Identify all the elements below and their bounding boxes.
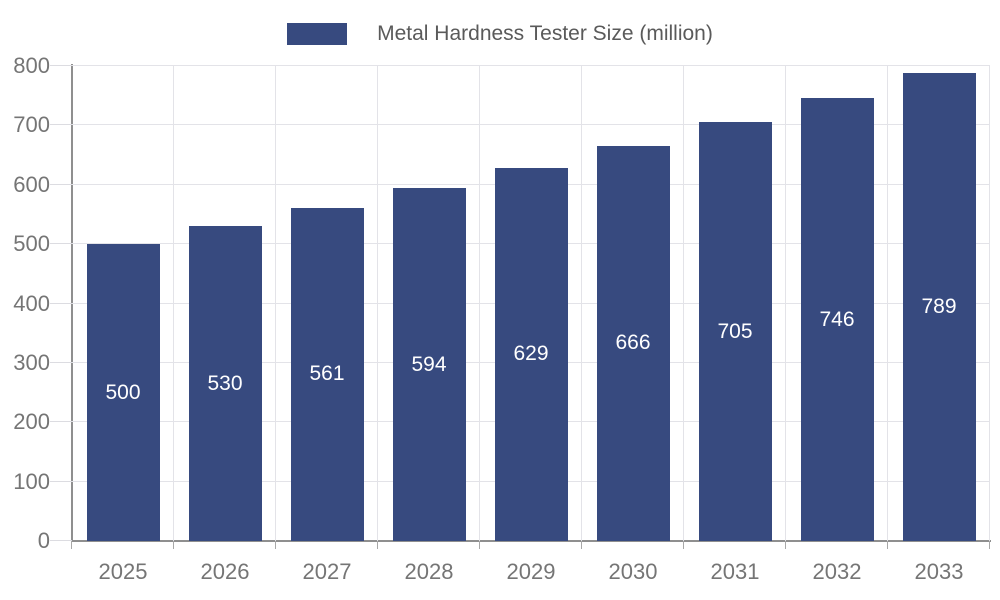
x-axis-tick: [785, 541, 786, 549]
x-tick-label: 2032: [812, 559, 862, 584]
y-axis-tick: [50, 183, 72, 185]
y-axis-tick: [50, 421, 72, 423]
gridline-vertical: [887, 66, 888, 541]
gridline-horizontal: [72, 124, 990, 126]
x-axis-tick: [173, 541, 174, 549]
y-axis-tick: [50, 243, 72, 245]
x-tick-label: 2033: [914, 559, 964, 584]
legend: Metal Hardness Tester Size (million): [0, 22, 1000, 46]
y-tick-label: 300: [13, 349, 50, 375]
bar-2031: 705: [698, 122, 772, 541]
y-axis-tick: [50, 124, 72, 126]
x-tick-label: 2027: [302, 559, 352, 584]
bar-value-label: 789: [921, 294, 957, 318]
y-tick-label: 800: [13, 53, 50, 78]
y-axis-tick: [50, 480, 72, 482]
x-axis-tick: [479, 541, 480, 549]
x-tick-label: 2026: [200, 559, 250, 584]
x-tick-label: 2031: [710, 559, 760, 584]
y-tick-label: 400: [13, 290, 50, 316]
bar-2030: 666: [596, 145, 670, 541]
gridline-horizontal: [72, 65, 990, 66]
gridline-vertical: [683, 66, 684, 541]
legend-swatch-icon: [287, 23, 348, 45]
gridline-vertical: [989, 66, 990, 541]
y-axis-tick: [50, 65, 72, 66]
legend-item[interactable]: Metal Hardness Tester Size (million): [287, 22, 713, 46]
gridline-vertical: [581, 66, 582, 541]
x-tick-label: 2025: [98, 559, 148, 584]
gridline-vertical: [785, 66, 786, 541]
y-tick-label: 200: [13, 409, 50, 435]
bar-value-label: 500: [105, 380, 141, 404]
x-axis-tick: [581, 541, 582, 549]
bar-value-label: 629: [513, 342, 549, 366]
y-tick-label: 600: [13, 171, 50, 197]
gridline-vertical: [173, 66, 174, 541]
y-tick-label: 0: [37, 528, 50, 553]
bar-value-label: 594: [411, 352, 447, 376]
gridline-vertical: [479, 66, 480, 541]
y-tick-label: 500: [13, 231, 50, 257]
y-tick-label: 100: [13, 468, 50, 494]
x-axis-tick: [71, 541, 72, 549]
y-tick-label: 700: [13, 112, 50, 138]
legend-label: Metal Hardness Tester Size (million): [377, 22, 713, 45]
x-axis-line: [71, 540, 991, 542]
x-axis-tick: [275, 541, 276, 549]
gridline-vertical: [377, 66, 378, 541]
bar-value-label: 530: [207, 371, 243, 395]
bar-value-label: 561: [309, 362, 345, 386]
bar-2032: 746: [800, 98, 874, 541]
y-axis-tick: [50, 540, 72, 541]
x-axis-tick: [989, 541, 990, 549]
bar-value-label: 666: [615, 331, 651, 355]
x-axis-tick: [377, 541, 378, 549]
bar-value-label: 746: [819, 307, 855, 331]
bar-2028: 594: [392, 188, 466, 541]
x-axis-tick: [887, 541, 888, 549]
x-tick-label: 2028: [404, 559, 454, 584]
bar-2026: 530: [188, 226, 262, 541]
bar-2029: 629: [494, 167, 568, 541]
bar-value-label: 705: [717, 319, 753, 343]
gridline-vertical: [275, 66, 276, 541]
bar-2027: 561: [290, 207, 364, 541]
x-axis-tick: [683, 541, 684, 549]
y-axis-tick: [50, 361, 72, 363]
bar-2033: 789: [902, 72, 976, 541]
y-axis-tick: [50, 302, 72, 304]
bar-2025: 500: [86, 244, 160, 541]
plot-area: 500 530 561 594 629 666 705 746 789: [72, 65, 990, 541]
x-tick-label: 2030: [608, 559, 658, 584]
x-tick-label: 2029: [506, 559, 556, 584]
